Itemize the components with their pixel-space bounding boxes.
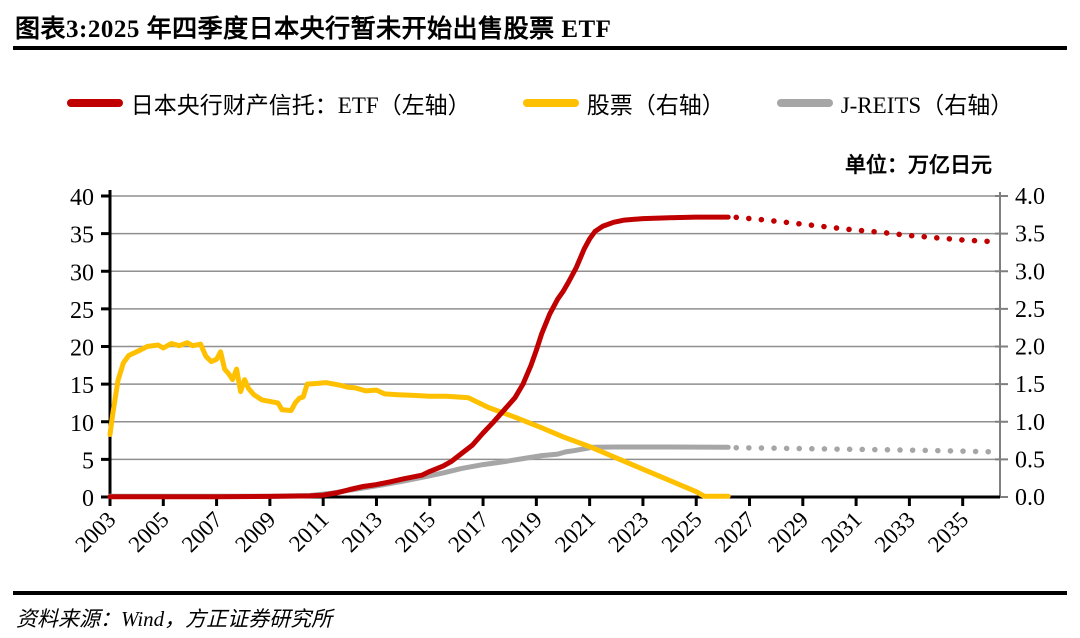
x-axis-label: 2035: [923, 507, 973, 557]
legend-swatch: [66, 99, 123, 107]
x-axis-label: 2011: [284, 507, 334, 557]
j-reits-line: [107, 444, 1001, 499]
right-axis-label: 2.5: [1015, 297, 1045, 323]
left-axis-label: 20: [70, 336, 94, 362]
legend: 日本央行财产信托：ETF（左轴） 股票（右轴） J-REITS（右轴）: [0, 86, 1080, 120]
x-axis-label: 2013: [337, 507, 387, 557]
left-axis-label: 5: [82, 448, 94, 474]
x-axis-label: 2007: [177, 507, 227, 557]
x-axis-label: 2025: [657, 507, 707, 557]
x-axis-label: 2033: [870, 507, 920, 557]
left-axis-label: 35: [70, 223, 94, 249]
legend-label: 股票（右轴）: [586, 93, 725, 118]
left-axis-label: 25: [70, 298, 94, 324]
right-axis-label: 3.0: [1015, 259, 1045, 285]
right-axis-label: 1.0: [1015, 410, 1045, 436]
x-axis-label: 2003: [70, 507, 120, 557]
legend-swatch: [776, 99, 833, 107]
x-axis-label: 2015: [390, 507, 440, 557]
legend-item-jreits: J-REITS（右轴）: [776, 86, 1014, 120]
left-axis-label: 10: [70, 411, 94, 437]
x-axis-label: 2019: [497, 507, 547, 557]
x-axis-label: 2017: [443, 507, 493, 557]
x-axis-label: 2027: [710, 507, 760, 557]
left-axis-label: 30: [70, 260, 94, 286]
x-axis-label: 2023: [603, 507, 653, 557]
chart-title: 图表3:2025 年四季度日本央行暂未开始出售股票 ETF: [15, 16, 612, 43]
x-axis-label: 2005: [124, 507, 174, 557]
source-divider: [13, 591, 1067, 595]
x-axis-label: 2021: [550, 507, 600, 557]
unit-label: 单位：万亿日元: [845, 153, 992, 177]
boj-etf-line: [107, 214, 1001, 500]
legend-item-stocks: 股票（右轴）: [522, 86, 725, 120]
legend-label: 日本央行财产信托：ETF（左轴）: [130, 93, 471, 118]
stocks-line: [107, 340, 731, 499]
title-divider: [13, 46, 1067, 50]
source-text: 资料来源：Wind，方正证券研究所: [16, 607, 333, 631]
legend-label: J-REITS（右轴）: [840, 93, 1014, 118]
x-axis-label: 2029: [763, 507, 813, 557]
left-axis-label: 0: [82, 486, 94, 512]
right-axis-label: 0.0: [1015, 485, 1045, 511]
legend-swatch: [522, 99, 579, 107]
left-axis-label: 40: [70, 185, 94, 211]
x-axis-label: 2009: [230, 507, 280, 557]
x-axis-label: 2031: [816, 507, 866, 557]
legend-item-etf: 日本央行财产信托：ETF（左轴）: [66, 86, 471, 120]
right-axis-label: 4.0: [1015, 184, 1045, 210]
right-axis-label: 1.5: [1015, 372, 1045, 398]
right-axis-label: 2.0: [1015, 335, 1045, 361]
left-axis-label: 15: [70, 373, 94, 399]
right-axis-label: 0.5: [1015, 447, 1045, 473]
right-axis-label: 3.5: [1015, 222, 1045, 248]
